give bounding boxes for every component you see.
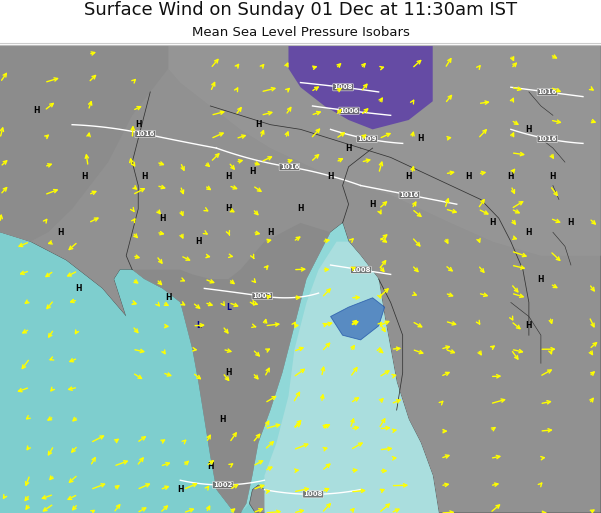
Text: L: L bbox=[226, 303, 231, 311]
Text: H: H bbox=[550, 172, 556, 181]
Text: 1002: 1002 bbox=[213, 482, 233, 488]
Text: L: L bbox=[196, 321, 201, 330]
Text: H: H bbox=[526, 228, 532, 237]
Text: H: H bbox=[328, 172, 334, 181]
Polygon shape bbox=[264, 242, 439, 513]
Text: H: H bbox=[508, 172, 514, 181]
Text: H: H bbox=[219, 415, 225, 424]
Text: H: H bbox=[538, 274, 544, 284]
Text: Mean Sea Level Pressure Isobars: Mean Sea Level Pressure Isobars bbox=[192, 26, 409, 39]
Polygon shape bbox=[0, 232, 234, 513]
Text: H: H bbox=[568, 219, 574, 227]
Text: H: H bbox=[225, 204, 231, 213]
Text: H: H bbox=[249, 167, 255, 176]
Text: H: H bbox=[418, 134, 424, 143]
Text: 1016: 1016 bbox=[538, 136, 557, 142]
Text: H: H bbox=[406, 172, 412, 181]
Polygon shape bbox=[0, 45, 168, 242]
Text: H: H bbox=[165, 293, 171, 302]
Polygon shape bbox=[288, 45, 433, 129]
Text: 1016: 1016 bbox=[400, 192, 419, 198]
Text: 1006: 1006 bbox=[340, 108, 359, 114]
Text: H: H bbox=[267, 228, 273, 237]
Text: 1016: 1016 bbox=[279, 164, 299, 170]
Text: H: H bbox=[33, 106, 39, 115]
Text: H: H bbox=[370, 200, 376, 209]
Polygon shape bbox=[168, 45, 601, 255]
Polygon shape bbox=[132, 223, 331, 513]
Text: H: H bbox=[57, 228, 63, 237]
Text: 1008: 1008 bbox=[334, 84, 353, 90]
Text: H: H bbox=[159, 214, 165, 223]
Text: 1008: 1008 bbox=[304, 491, 323, 497]
Text: H: H bbox=[346, 144, 352, 152]
Text: H: H bbox=[207, 462, 213, 471]
Text: Surface Wind on Sunday 01 Dec at 11:30am IST: Surface Wind on Sunday 01 Dec at 11:30am… bbox=[84, 2, 517, 19]
Text: H: H bbox=[297, 204, 304, 213]
Polygon shape bbox=[240, 223, 439, 513]
Text: H: H bbox=[255, 120, 261, 129]
Text: H: H bbox=[225, 368, 231, 377]
Text: 1009: 1009 bbox=[358, 136, 377, 142]
Polygon shape bbox=[331, 298, 385, 340]
Text: H: H bbox=[81, 172, 87, 181]
Polygon shape bbox=[249, 485, 267, 513]
Text: H: H bbox=[526, 125, 532, 134]
Text: H: H bbox=[141, 172, 147, 181]
Text: H: H bbox=[490, 219, 496, 227]
Polygon shape bbox=[0, 45, 601, 513]
Text: H: H bbox=[195, 237, 201, 246]
Text: 1016: 1016 bbox=[538, 89, 557, 95]
Text: 1016: 1016 bbox=[135, 131, 155, 137]
Text: H: H bbox=[225, 172, 231, 181]
Text: H: H bbox=[466, 172, 472, 181]
Text: H: H bbox=[177, 485, 183, 494]
Text: H: H bbox=[526, 321, 532, 330]
Text: H: H bbox=[75, 284, 81, 293]
Text: H: H bbox=[135, 120, 141, 129]
Text: 1008: 1008 bbox=[351, 267, 371, 273]
Text: 1002: 1002 bbox=[252, 293, 272, 299]
